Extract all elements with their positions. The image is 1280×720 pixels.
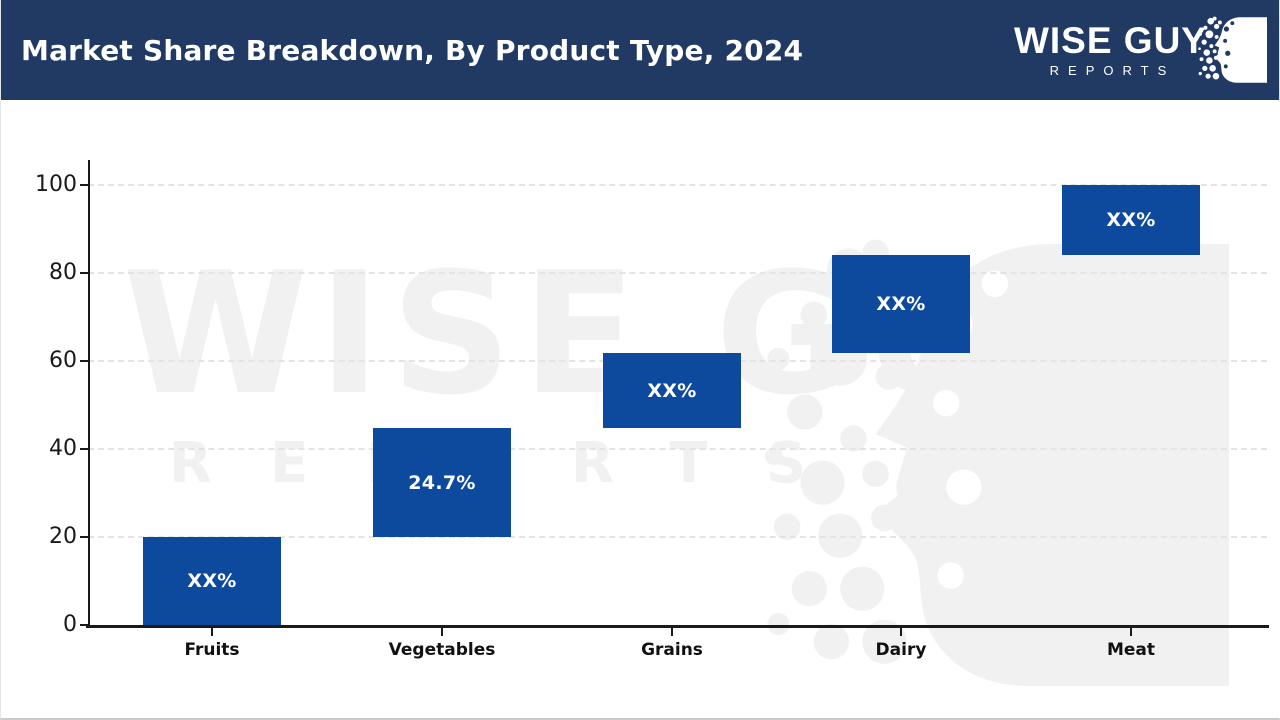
chart-title: Market Share Breakdown, By Product Type,… [21,33,804,67]
x-tick [211,628,213,636]
y-tick-label: 80 [49,260,77,285]
x-category-label: Vegetables [388,640,496,660]
y-tick-label: 100 [35,172,77,197]
grid-line [88,272,1267,274]
x-tick [1130,628,1132,636]
watermark-head-profile-icon [765,239,1229,686]
y-tick [80,184,88,186]
wise-guy-reports-logo: WISE GUY REPORTS [1014,0,1267,100]
head-profile-logo-icon [1198,16,1267,83]
x-category-label: Dairy [875,640,927,660]
x-category-label: Fruits [184,640,240,660]
bar-meat: XX% [1062,185,1200,256]
x-tick [671,628,673,636]
header-bar: Market Share Breakdown, By Product Type,… [1,0,1279,100]
x-tick [441,628,443,636]
bar-dairy: XX% [832,255,970,354]
grid-line [88,184,1267,186]
y-tick [80,360,88,362]
x-category-label: Meat [1106,640,1156,660]
x-axis-line [86,625,1269,628]
y-tick [80,536,88,538]
bar-vegetables: 24.7% [373,428,511,537]
y-axis-line [88,160,90,627]
logo-subtitle: REPORTS [1049,63,1176,78]
y-tick-label: 40 [49,436,77,461]
bar-value-label: XX% [1106,209,1156,232]
grid-line [88,448,1267,450]
y-tick-label: 0 [63,612,77,637]
y-tick [80,272,88,274]
bar-value-label: 24.7% [408,471,476,494]
bar-fruits: XX% [143,537,281,625]
grid-line [88,536,1267,538]
y-tick [80,448,88,450]
bar-value-label: XX% [187,570,237,592]
bar-value-label: XX% [647,379,697,402]
y-tick-label: 20 [49,524,77,549]
y-tick-label: 60 [49,348,77,373]
bar-value-label: XX% [876,293,926,316]
x-tick [900,628,902,636]
x-category-label: Grains [641,640,703,660]
y-tick [80,624,88,626]
bar-grains: XX% [603,353,741,429]
plot-area: WISE GUY REPORTS 0 20 40 60 80 100 XX% Fruits 24… [1,100,1280,718]
logo-wordmark: WISE GUY [1013,20,1207,61]
